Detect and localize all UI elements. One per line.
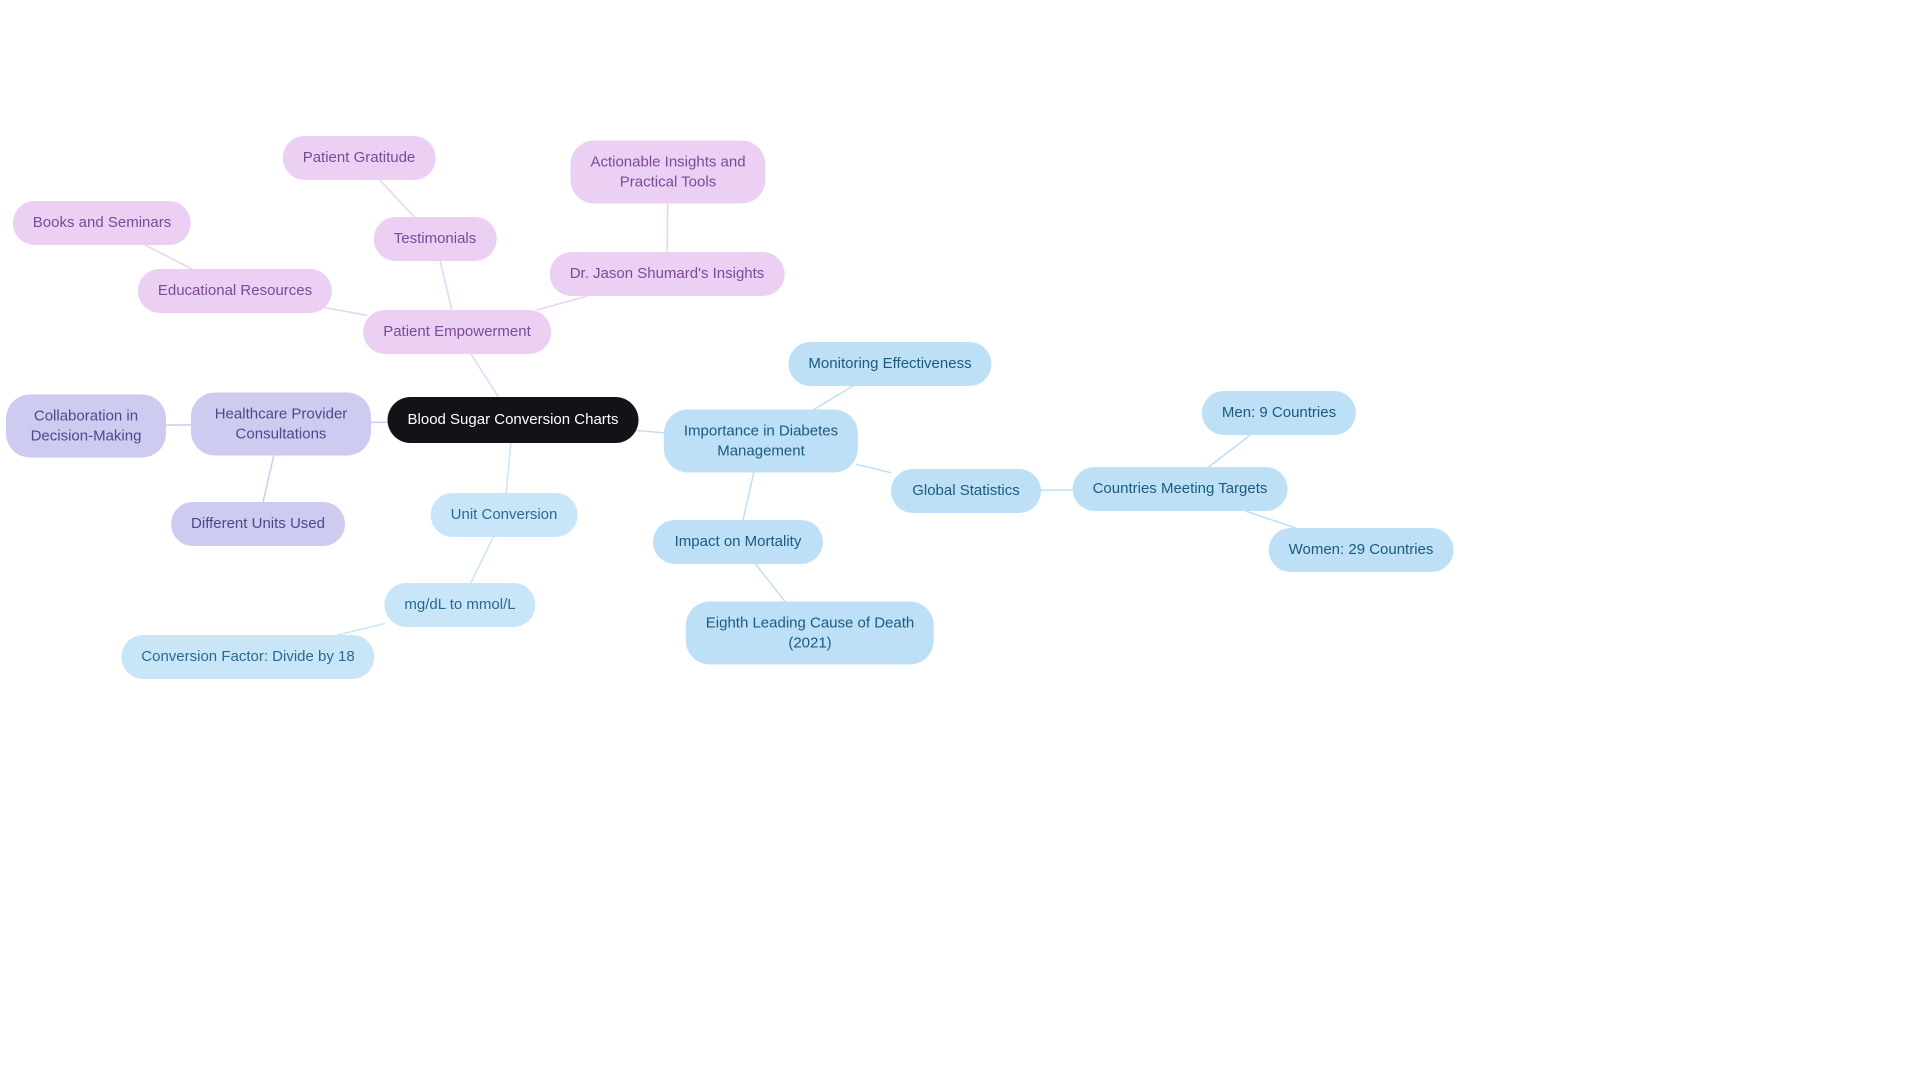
node-mgdl: mg/dL to mmol/L: [384, 583, 535, 627]
node-factor: Conversion Factor: Divide by 18: [121, 635, 374, 679]
node-empower: Patient Empowerment: [363, 310, 551, 354]
node-hcp: Healthcare Provider Consultations: [191, 393, 371, 456]
node-testimonials: Testimonials: [374, 217, 497, 261]
edge-insights-actionable: [667, 200, 668, 252]
edge-hcp-units: [263, 452, 275, 502]
edge-mgdl-factor: [338, 623, 385, 635]
node-monitoring: Monitoring Effectiveness: [788, 342, 991, 386]
node-collab: Collaboration in Decision-Making: [6, 395, 166, 458]
edge-mortality-eighth: [755, 564, 787, 605]
node-unitconv: Unit Conversion: [431, 493, 578, 537]
node-mortality: Impact on Mortality: [653, 520, 823, 564]
edge-empower-insights: [537, 296, 588, 310]
node-root: Blood Sugar Conversion Charts: [388, 397, 639, 443]
node-women: Women: 29 Countries: [1269, 528, 1454, 572]
edge-importance-mortality: [743, 469, 755, 520]
node-insights: Dr. Jason Shumard's Insights: [550, 252, 785, 296]
edge-testimonials-gratitude: [380, 180, 415, 217]
edge-importance-globalstats: [856, 464, 891, 473]
edge-root-empower: [471, 354, 498, 397]
edge-empower-testimonials: [440, 261, 452, 310]
edge-empower-edu: [325, 308, 367, 316]
node-units: Different Units Used: [171, 502, 345, 546]
node-books: Books and Seminars: [13, 201, 191, 245]
edge-unitconv-mgdl: [471, 537, 493, 583]
edge-countries-men: [1209, 435, 1251, 467]
node-globalstats: Global Statistics: [891, 469, 1041, 513]
node-men: Men: 9 Countries: [1202, 391, 1356, 435]
node-actionable: Actionable Insights and Practical Tools: [570, 141, 765, 204]
node-edu: Educational Resources: [138, 269, 332, 313]
edge-countries-women: [1245, 511, 1295, 528]
node-countries: Countries Meeting Targets: [1073, 467, 1288, 511]
edge-root-unitconv: [506, 443, 511, 493]
node-gratitude: Patient Gratitude: [283, 136, 436, 180]
edge-edu-books: [145, 245, 192, 269]
node-eighth: Eighth Leading Cause of Death (2021): [686, 602, 934, 665]
node-importance: Importance in Diabetes Management: [664, 410, 858, 473]
